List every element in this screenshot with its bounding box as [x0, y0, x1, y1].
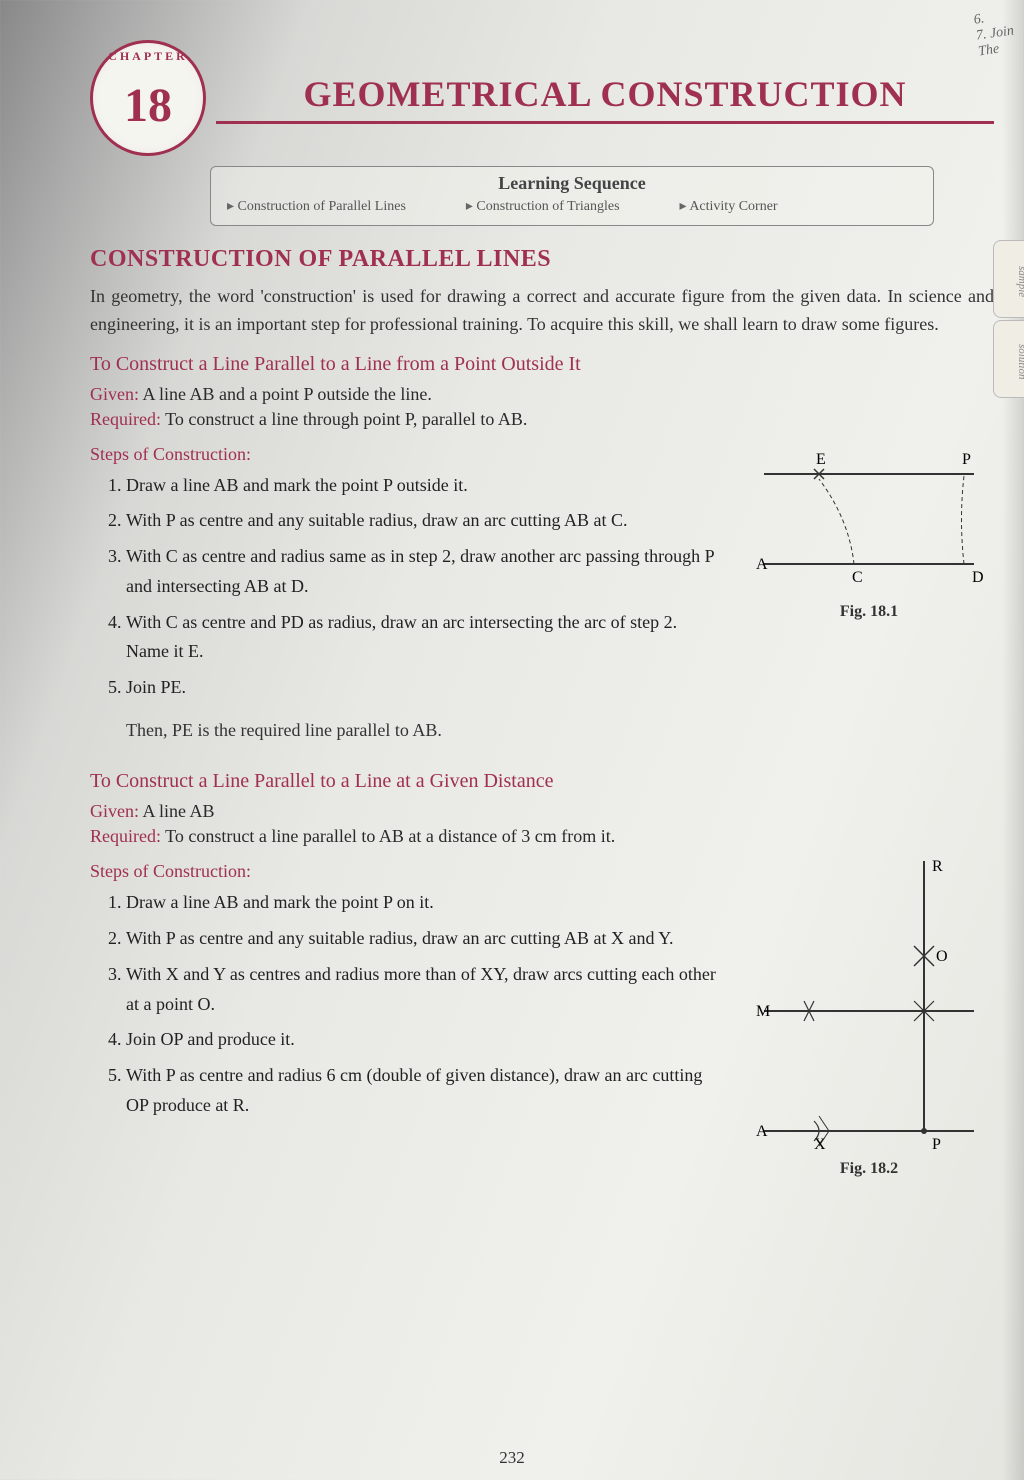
svg-text:X: X	[814, 1136, 826, 1151]
fig-caption-1: Fig. 18.1	[744, 603, 994, 621]
steps-list-1: Draw a line AB and mark the point P outs…	[90, 471, 724, 703]
section-heading: CONSTRUCTION OF PARALLEL LINES	[90, 246, 994, 273]
step: Join PE.	[126, 673, 724, 703]
chapter-number: 18	[124, 78, 172, 133]
given-label: Given:	[90, 801, 139, 821]
step: With C as centre and radius same as in s…	[126, 542, 724, 601]
side-tab: sample	[993, 240, 1024, 318]
steps-heading: Steps of Construction:	[90, 444, 724, 465]
intro-paragraph: In geometry, the word 'construction' is …	[90, 283, 994, 339]
figure-18-2: R O M A X P Fig. 18.2	[744, 851, 994, 1178]
step: With X and Y as centres and radius more …	[126, 960, 724, 1019]
chapter-title: GEOMETRICAL CONSTRUCTION	[216, 73, 994, 124]
page-number: 232	[0, 1448, 1024, 1468]
construction1-heading: To Construct a Line Parallel to a Line f…	[90, 353, 994, 376]
svg-text:M: M	[756, 1003, 770, 1020]
given-value: A line AB and a point P outside the line…	[139, 384, 432, 404]
svg-text:D: D	[972, 569, 984, 586]
svg-text:R: R	[932, 858, 943, 875]
chapter-badge: CHAPTER 18	[90, 40, 206, 156]
step: Draw a line AB and mark the point P outs…	[126, 471, 724, 501]
side-tab: solution	[993, 320, 1024, 398]
construction2-heading: To Construct a Line Parallel to a Line a…	[90, 770, 994, 793]
svg-text:P: P	[962, 451, 971, 468]
svg-text:C: C	[852, 569, 863, 586]
step: Draw a line AB and mark the point P on i…	[126, 888, 724, 918]
given-line: Given: A line AB and a point P outside t…	[90, 384, 994, 405]
figure-18-1: E P A C D Fig. 18.1	[744, 434, 994, 621]
step: With P as centre and radius 6 cm (double…	[126, 1061, 724, 1120]
svg-text:P: P	[932, 1136, 941, 1151]
learning-sequence-box: Learning Sequence Construction of Parall…	[210, 166, 934, 226]
required-line: Required: To construct a line through po…	[90, 409, 994, 430]
svg-text:O: O	[936, 948, 948, 965]
chapter-arc-text: CHAPTER	[108, 49, 188, 64]
steps-heading-2: Steps of Construction:	[90, 861, 724, 882]
step: With P as centre and any suitable radius…	[126, 924, 724, 954]
seq-item: Construction of Triangles	[466, 198, 620, 215]
seq-item: Activity Corner	[680, 198, 778, 215]
given-line-2: Given: A line AB	[90, 801, 994, 822]
step: Join OP and produce it.	[126, 1025, 724, 1055]
svg-text:A: A	[756, 556, 768, 573]
svg-text:E: E	[816, 451, 826, 468]
required-label: Required:	[90, 409, 161, 429]
required-label: Required:	[90, 826, 161, 846]
steps-list-2: Draw a line AB and mark the point P on i…	[90, 888, 724, 1120]
step: With P as centre and any suitable radius…	[126, 506, 724, 536]
step: With C as centre and PD as radius, draw …	[126, 608, 724, 667]
svg-text:A: A	[756, 1123, 768, 1140]
seq-item: Construction of Parallel Lines	[227, 198, 406, 215]
fig-caption-2: Fig. 18.2	[744, 1160, 994, 1178]
given-label: Given:	[90, 384, 139, 404]
given-value: A line AB	[139, 801, 215, 821]
learning-sequence-heading: Learning Sequence	[227, 173, 917, 194]
page-edge-shadow	[1002, 0, 1024, 1480]
chapter-header: CHAPTER 18 GEOMETRICAL CONSTRUCTION	[90, 40, 994, 156]
conclusion-1: Then, PE is the required line parallel t…	[126, 717, 724, 745]
required-line-2: Required: To construct a line parallel t…	[90, 826, 994, 847]
required-value: To construct a line through point P, par…	[161, 409, 527, 429]
required-value: To construct a line parallel to AB at a …	[161, 826, 615, 846]
